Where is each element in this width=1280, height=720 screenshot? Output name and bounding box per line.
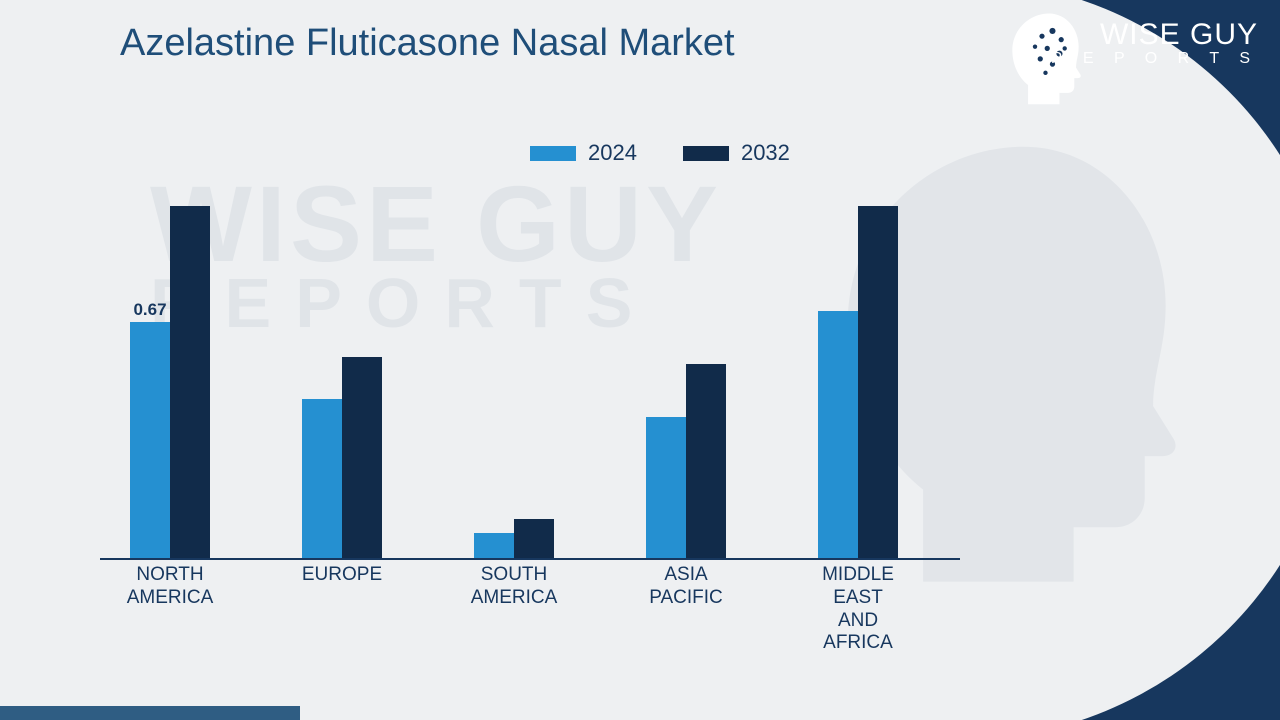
- bar-group: [646, 364, 726, 558]
- legend-label-2024: 2024: [588, 140, 637, 166]
- bar-group: 0.67: [130, 206, 210, 558]
- bar-value-label: 0.67: [130, 300, 170, 322]
- category-label: NORTHAMERICA: [100, 564, 240, 610]
- bar: [818, 311, 858, 558]
- bar-group: [302, 357, 382, 558]
- bar: [646, 417, 686, 558]
- category-label: MIDDLEEASTANDAFRICA: [788, 564, 928, 655]
- bar: [686, 364, 726, 558]
- chart-title: Azelastine Fluticasone Nasal Market: [120, 22, 735, 65]
- legend-item-2032: 2032: [683, 140, 790, 166]
- bar-group: [474, 519, 554, 558]
- brand-line2: R E P O R T S: [1051, 50, 1258, 68]
- chart-plot-area: 0.67: [100, 190, 960, 560]
- category-label: SOUTHAMERICA: [444, 564, 584, 610]
- brand-line1: WISE GUY: [1051, 18, 1258, 52]
- bar: [302, 399, 342, 558]
- legend-label-2032: 2032: [741, 140, 790, 166]
- bar-group: [818, 206, 898, 558]
- bar: 0.67: [130, 322, 170, 558]
- legend-item-2024: 2024: [530, 140, 637, 166]
- bottom-accent-bar: [0, 706, 300, 720]
- category-label: EUROPE: [272, 564, 412, 587]
- bar: [858, 206, 898, 558]
- bar: [474, 533, 514, 558]
- legend-swatch-2032: [683, 146, 729, 161]
- bar: [342, 357, 382, 558]
- legend-swatch-2024: [530, 146, 576, 161]
- bar: [170, 206, 210, 558]
- brand-logo: WISE GUY R E P O R T S: [1051, 18, 1258, 68]
- bar: [514, 519, 554, 558]
- legend: 2024 2032: [530, 140, 790, 166]
- category-label: ASIAPACIFIC: [616, 564, 756, 610]
